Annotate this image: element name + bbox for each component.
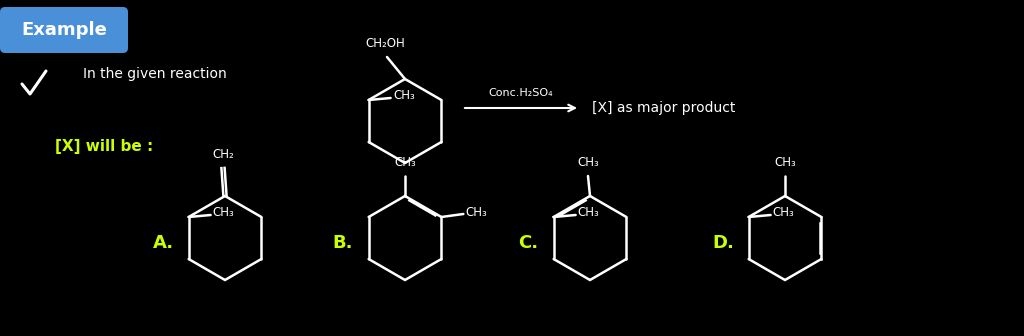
- Text: CH₃: CH₃: [773, 207, 795, 219]
- Text: In the given reaction: In the given reaction: [83, 67, 227, 81]
- Text: A.: A.: [153, 234, 173, 252]
- Text: CH₃: CH₃: [578, 207, 599, 219]
- Text: C.: C.: [518, 234, 538, 252]
- Text: Example: Example: [22, 21, 106, 39]
- Text: CH₃: CH₃: [393, 88, 416, 101]
- Text: D.: D.: [712, 234, 734, 252]
- Text: [X] will be :: [X] will be :: [55, 138, 154, 154]
- Text: CH₃: CH₃: [213, 207, 234, 219]
- Text: CH₂: CH₂: [212, 149, 233, 162]
- Text: CH₂OH: CH₂OH: [366, 37, 404, 50]
- Text: Conc.H₂SO₄: Conc.H₂SO₄: [488, 88, 553, 98]
- Text: CH₃: CH₃: [394, 156, 416, 169]
- Text: CH₃: CH₃: [774, 156, 796, 169]
- Text: CH₃: CH₃: [578, 156, 599, 169]
- FancyBboxPatch shape: [0, 7, 128, 53]
- Text: [X] as major product: [X] as major product: [592, 101, 735, 115]
- Text: CH₃: CH₃: [465, 206, 487, 218]
- Text: B.: B.: [333, 234, 353, 252]
